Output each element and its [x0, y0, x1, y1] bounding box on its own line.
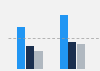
Bar [60, 15, 68, 69]
Bar [17, 27, 25, 69]
Bar [34, 51, 43, 69]
Bar [77, 44, 85, 69]
Bar [68, 42, 76, 69]
Bar [26, 46, 34, 69]
